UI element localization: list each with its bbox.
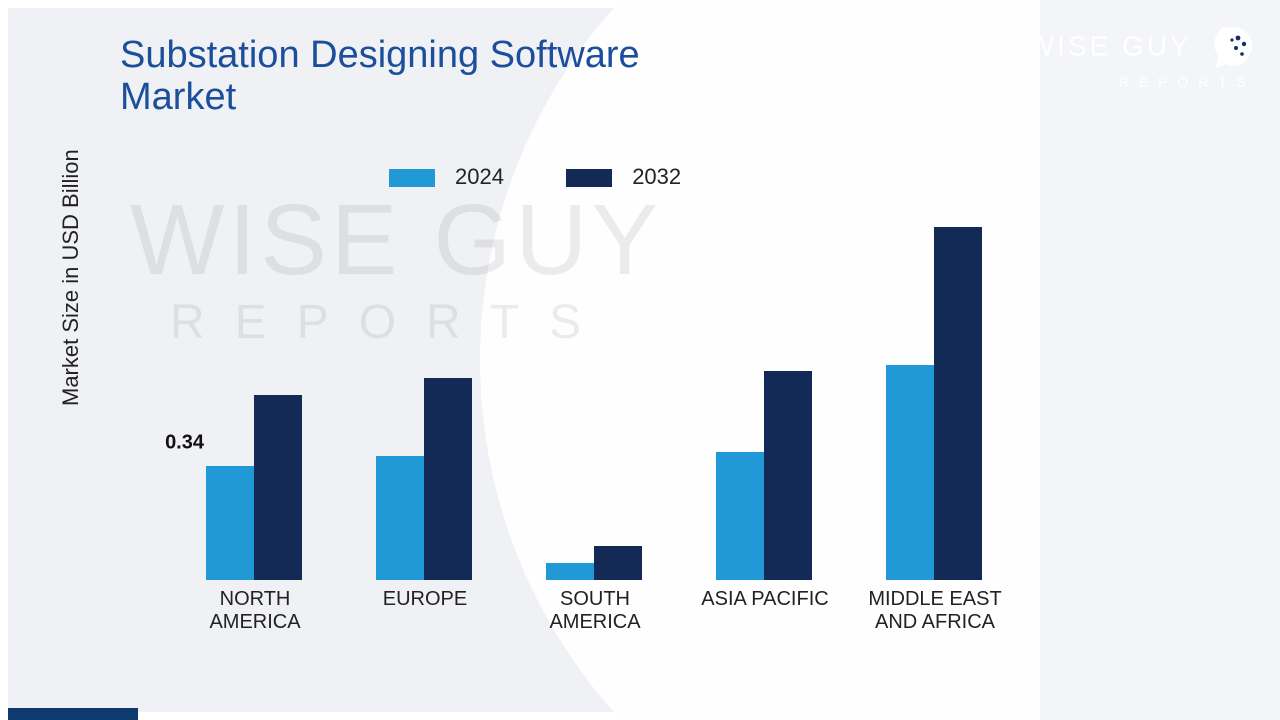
bar-2032-meafrica: [934, 227, 982, 580]
legend-label-2024: 2024: [455, 164, 504, 189]
bar-2024-meafrica: [886, 365, 934, 580]
bar-2032-europe: [424, 378, 472, 580]
chart-legend: 2024 2032: [70, 164, 1000, 190]
x-label-south_america: SOUTH AMERICA: [515, 580, 675, 634]
legend-item-2024: 2024: [389, 164, 504, 190]
page-root: WISE GUY REPORTS Substation Designing So…: [0, 0, 1280, 720]
bar-2024-europe: [376, 456, 424, 580]
legend-item-2032: 2032: [566, 164, 681, 190]
brand-line2: REPORTS: [1028, 74, 1256, 90]
x-label-meafrica: MIDDLE EAST AND AFRICA: [855, 580, 1015, 634]
bar-2024-south_america: [546, 563, 594, 580]
bar-2024-asia_pacific: [716, 452, 764, 580]
bar-2032-asia_pacific: [764, 371, 812, 580]
bottom-accent-strip: [8, 708, 138, 720]
x-label-europe: EUROPE: [345, 580, 505, 611]
chart-container: Market Size in USD Billion 2024 2032 0.3…: [70, 160, 1000, 700]
brand-head-icon: [1208, 24, 1256, 72]
x-label-asia_pacific: ASIA PACIFIC: [685, 580, 845, 611]
chart-title: Substation Designing Software Market: [120, 35, 760, 119]
data-label-2024-north_america: 0.34: [165, 432, 204, 455]
legend-swatch-2024: [389, 169, 435, 187]
legend-swatch-2032: [566, 169, 612, 187]
brand-logo: WISE GUY REPORTS: [1028, 24, 1256, 90]
x-label-north_america: NORTH AMERICA: [175, 580, 335, 634]
bar-2024-north_america: [206, 466, 254, 580]
legend-label-2032: 2032: [632, 164, 681, 189]
bar-2032-south_america: [594, 546, 642, 580]
chart-plot-area: 0.34NORTH AMERICAEUROPESOUTH AMERICAASIA…: [140, 210, 1000, 580]
bar-2032-north_america: [254, 395, 302, 580]
brand-line1: WISE GUY: [1028, 30, 1192, 61]
